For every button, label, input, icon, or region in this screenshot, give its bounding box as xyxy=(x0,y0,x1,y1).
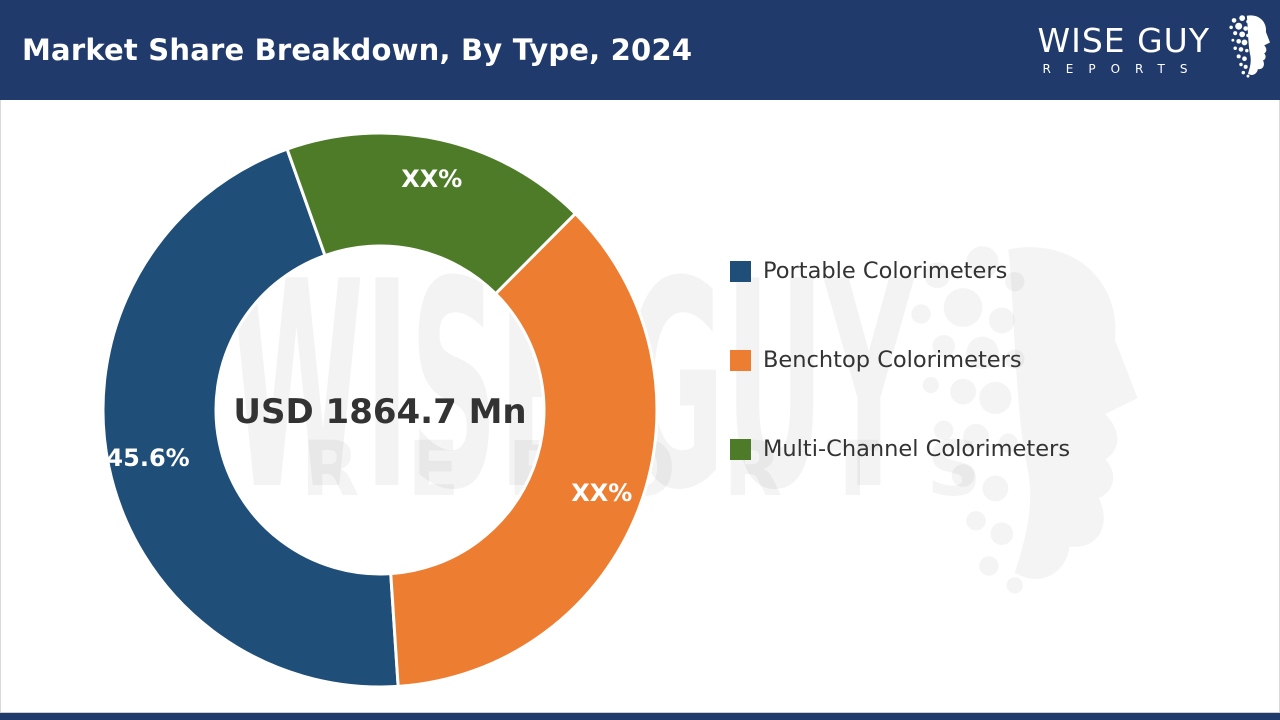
wiseguy-logo-text: WISE GUY REPORTS xyxy=(1037,24,1210,76)
donut-chart: 45.6% XX% XX% USD 1864.7 Mn xyxy=(101,131,659,689)
legend-swatch-multi-channel-colorimeters xyxy=(730,438,751,460)
donut-slice-multi-channel-colorimeters xyxy=(285,131,577,296)
slice-percentage-label-multi-channel-colorimeters: XX% xyxy=(401,165,462,193)
wiseguy-logo: WISE GUY REPORTS xyxy=(1037,11,1270,89)
legend-label: Multi-Channel Colorimeters xyxy=(763,436,1071,462)
legend-item-multi-channel-colorimeters: Multi-Channel Colorimeters xyxy=(730,436,1070,462)
legend-label: Benchtop Colorimeters xyxy=(763,347,1022,373)
logo-subtext: REPORTS xyxy=(1042,62,1203,76)
logo-wordmark: WISE GUY xyxy=(1037,21,1210,60)
slice-percentage-label-portable-colorimeters: 45.6% xyxy=(106,444,189,472)
header-bar: Market Share Breakdown, By Type, 2024 WI… xyxy=(0,0,1280,100)
legend: Portable Colorimeters Benchtop Colorimete… xyxy=(730,258,1070,525)
chart-area: WISE GUY REPORTS 45.6% XX% XX% USD 1864.7 M… xyxy=(0,100,1280,712)
wiseguy-face-icon xyxy=(1229,15,1270,78)
legend-swatch-benchtop-colorimeters xyxy=(730,349,751,371)
donut-slice-portable-colorimeters xyxy=(101,147,400,689)
slice-percentage-label-benchtop-colorimeters: XX% xyxy=(571,479,632,507)
footer-bar xyxy=(0,712,1280,720)
page-title: Market Share Breakdown, By Type, 2024 xyxy=(22,33,693,67)
donut-center-value: USD 1864.7 Mn xyxy=(233,392,526,432)
donut-slice-benchtop-colorimeters xyxy=(389,212,659,688)
legend-item-benchtop-colorimeters: Benchtop Colorimeters xyxy=(730,347,1070,373)
legend-label: Portable Colorimeters xyxy=(763,258,1008,284)
legend-swatch-portable-colorimeters xyxy=(730,260,751,282)
legend-item-portable-colorimeters: Portable Colorimeters xyxy=(730,258,1070,284)
